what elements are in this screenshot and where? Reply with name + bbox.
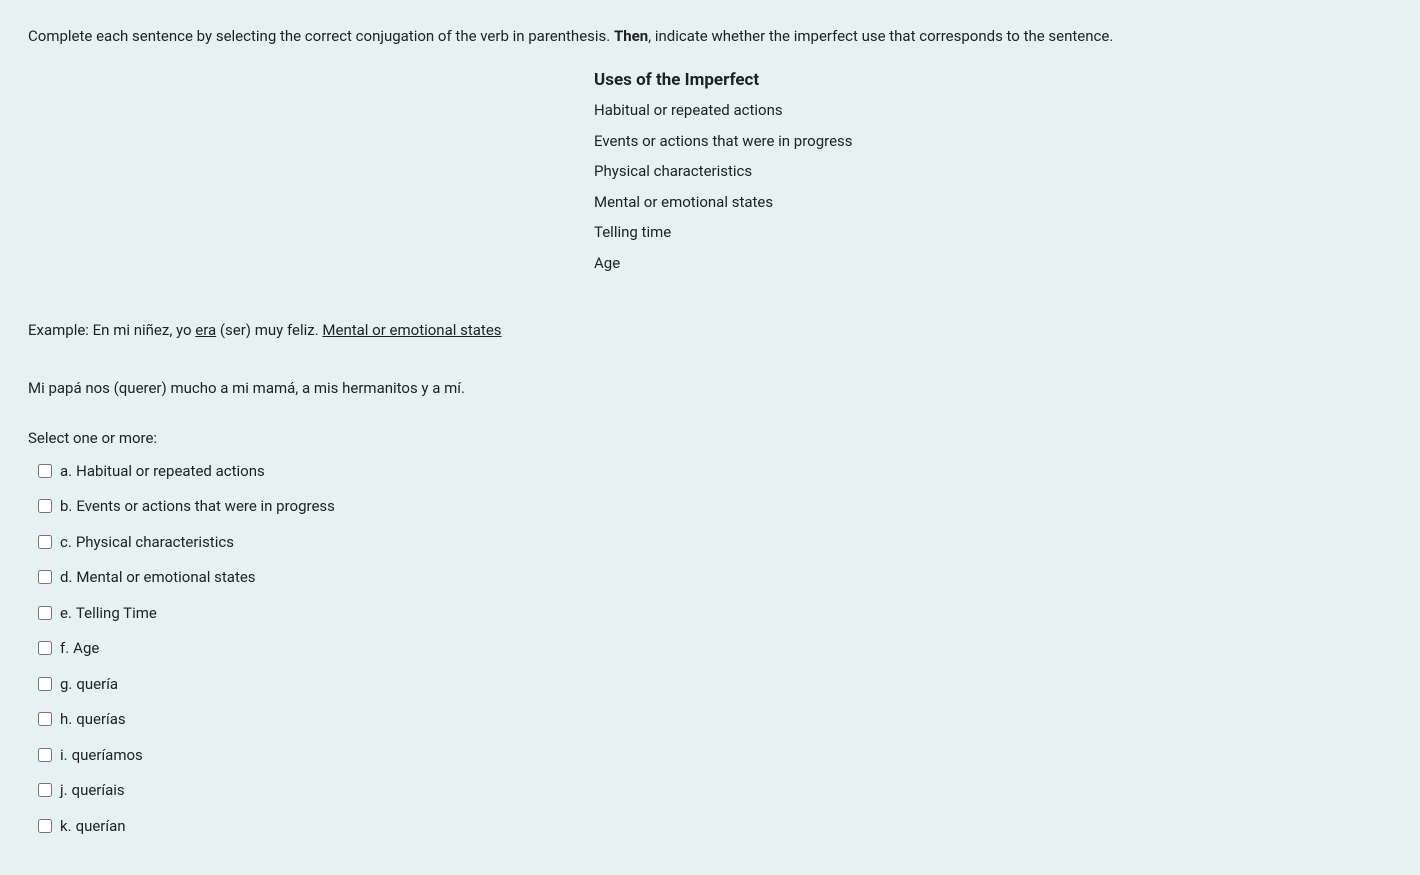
- option-text: Habitual or repeated actions: [76, 462, 265, 480]
- option-checkbox-j[interactable]: [38, 783, 52, 797]
- example-verb: era: [195, 321, 216, 339]
- option-checkbox-i[interactable]: [38, 748, 52, 762]
- option-checkbox-k[interactable]: [38, 819, 52, 833]
- uses-item: Mental or emotional states: [594, 191, 1392, 214]
- option-label[interactable]: d.Mental or emotional states: [60, 566, 256, 589]
- option-text: Mental or emotional states: [76, 568, 255, 586]
- question-text: Mi papá nos (querer) mucho a mi mamá, a …: [28, 377, 1392, 400]
- option-checkbox-e[interactable]: [38, 606, 52, 620]
- option-letter: c.: [60, 533, 72, 551]
- select-prompt: Select one or more:: [28, 427, 1392, 450]
- option-label[interactable]: e.Telling Time: [60, 602, 157, 625]
- option-text: Age: [73, 639, 99, 657]
- option-letter: h.: [60, 710, 72, 728]
- example-prefix: Example: En mi niñez, yo: [28, 321, 195, 339]
- option-label[interactable]: h.querías: [60, 708, 126, 731]
- option-label[interactable]: c.Physical characteristics: [60, 531, 234, 554]
- option-text: querías: [76, 710, 125, 728]
- option-letter: j.: [60, 781, 68, 799]
- uses-title: Uses of the Imperfect: [594, 68, 1392, 94]
- option-row: i.queríamos: [38, 744, 1392, 767]
- option-letter: d.: [60, 568, 72, 586]
- option-letter: f.: [60, 639, 69, 657]
- option-checkbox-a[interactable]: [38, 464, 52, 478]
- option-row: b.Events or actions that were in progres…: [38, 495, 1392, 518]
- option-label[interactable]: k.querían: [60, 815, 126, 838]
- option-row: j.queríais: [38, 779, 1392, 802]
- option-letter: g.: [60, 675, 72, 693]
- option-label[interactable]: g.quería: [60, 673, 118, 696]
- option-row: h.querías: [38, 708, 1392, 731]
- option-letter: k.: [60, 817, 72, 835]
- uses-item: Events or actions that were in progress: [594, 130, 1392, 153]
- option-label[interactable]: a.Habitual or repeated actions: [60, 460, 265, 483]
- instruction-text: Complete each sentence by selecting the …: [28, 25, 1392, 48]
- option-label[interactable]: i.queríamos: [60, 744, 143, 767]
- option-checkbox-g[interactable]: [38, 677, 52, 691]
- example-category: Mental or emotional states: [322, 321, 501, 339]
- option-text: queríamos: [72, 746, 143, 764]
- option-checkbox-f[interactable]: [38, 641, 52, 655]
- option-letter: i.: [60, 746, 68, 764]
- option-row: k.querían: [38, 815, 1392, 838]
- option-label[interactable]: j.queríais: [60, 779, 125, 802]
- option-text: quería: [76, 675, 118, 693]
- option-row: d.Mental or emotional states: [38, 566, 1392, 589]
- option-checkbox-h[interactable]: [38, 712, 52, 726]
- option-checkbox-c[interactable]: [38, 535, 52, 549]
- option-text: Events or actions that were in progress: [76, 497, 335, 515]
- instruction-part2: , indicate whether the imperfect use tha…: [648, 27, 1113, 45]
- uses-item: Age: [594, 252, 1392, 275]
- option-row: f.Age: [38, 637, 1392, 660]
- option-label[interactable]: b.Events or actions that were in progres…: [60, 495, 335, 518]
- option-text: querían: [76, 817, 126, 835]
- option-checkbox-b[interactable]: [38, 499, 52, 513]
- option-text: Telling Time: [76, 604, 157, 622]
- uses-item: Physical characteristics: [594, 160, 1392, 183]
- option-text: queríais: [72, 781, 125, 799]
- option-row: g.quería: [38, 673, 1392, 696]
- uses-item: Telling time: [594, 221, 1392, 244]
- instruction-part1: Complete each sentence by selecting the …: [28, 27, 614, 45]
- option-checkbox-d[interactable]: [38, 570, 52, 584]
- option-text: Physical characteristics: [76, 533, 234, 551]
- uses-list: Habitual or repeated actions Events or a…: [594, 99, 1392, 274]
- option-letter: b.: [60, 497, 72, 515]
- uses-item: Habitual or repeated actions: [594, 99, 1392, 122]
- option-row: c.Physical characteristics: [38, 531, 1392, 554]
- option-row: e.Telling Time: [38, 602, 1392, 625]
- option-row: a.Habitual or repeated actions: [38, 460, 1392, 483]
- instruction-bold: Then: [614, 27, 648, 45]
- uses-of-imperfect-block: Uses of the Imperfect Habitual or repeat…: [594, 68, 1392, 275]
- example-mid: (ser) muy feliz.: [216, 321, 322, 339]
- option-letter: a.: [60, 462, 72, 480]
- option-letter: e.: [60, 604, 72, 622]
- options-list: a.Habitual or repeated actions b.Events …: [28, 460, 1392, 838]
- example-text: Example: En mi niñez, yo era (ser) muy f…: [28, 319, 1392, 342]
- option-label[interactable]: f.Age: [60, 637, 99, 660]
